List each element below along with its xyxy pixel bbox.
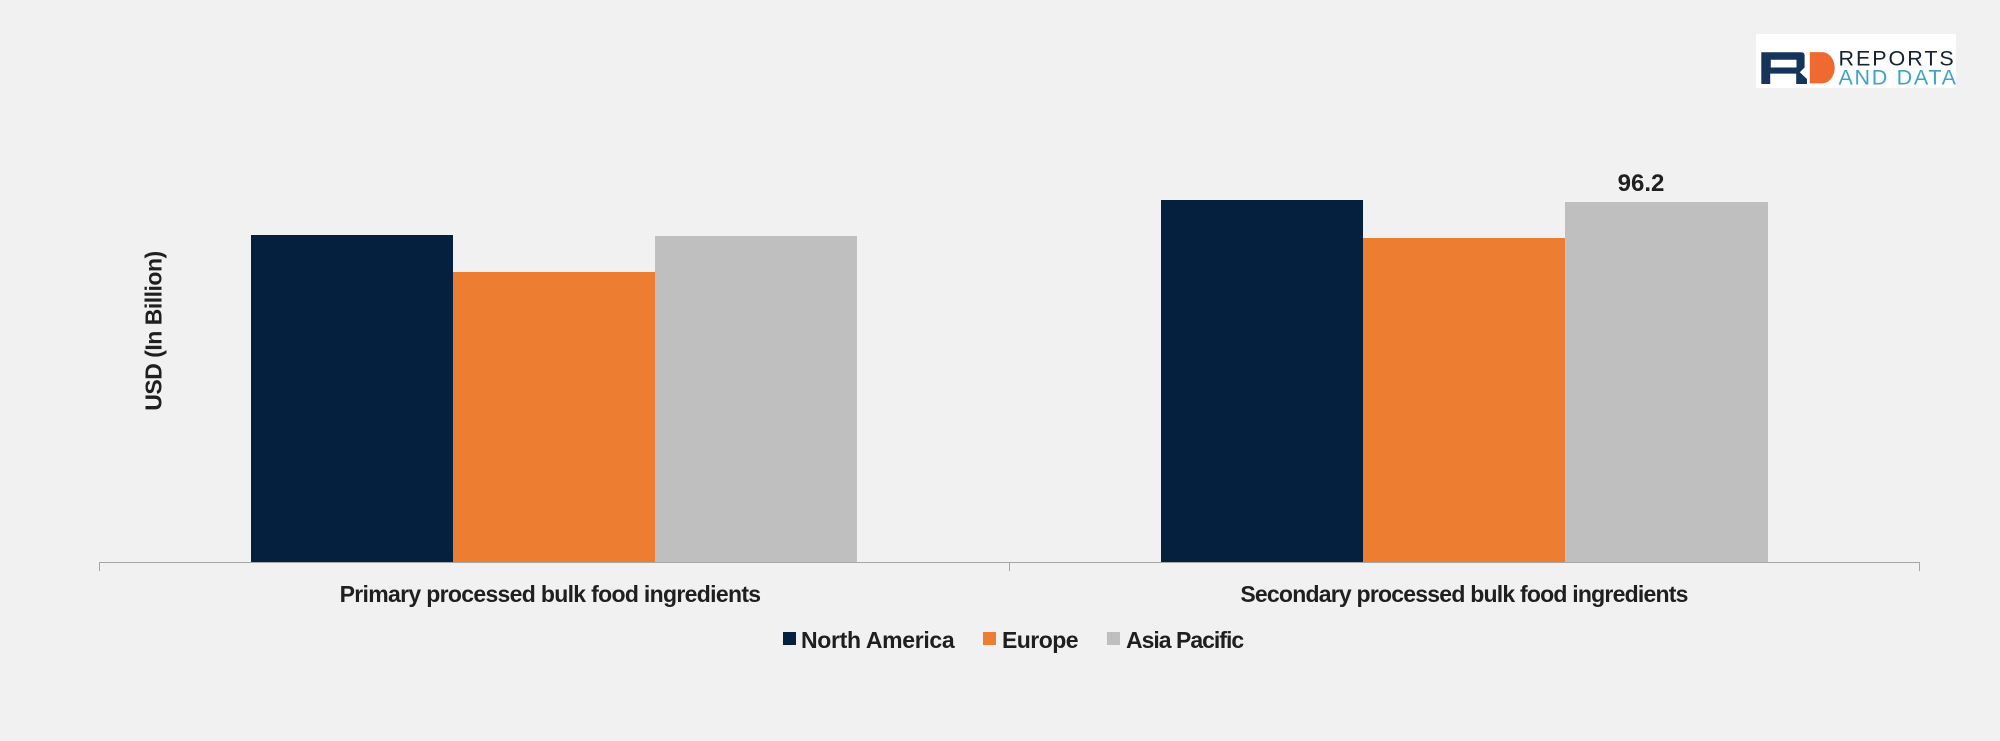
svg-text:AND DATA: AND DATA (1839, 65, 1957, 88)
svg-text:REPORTS: REPORTS (1839, 47, 1956, 71)
